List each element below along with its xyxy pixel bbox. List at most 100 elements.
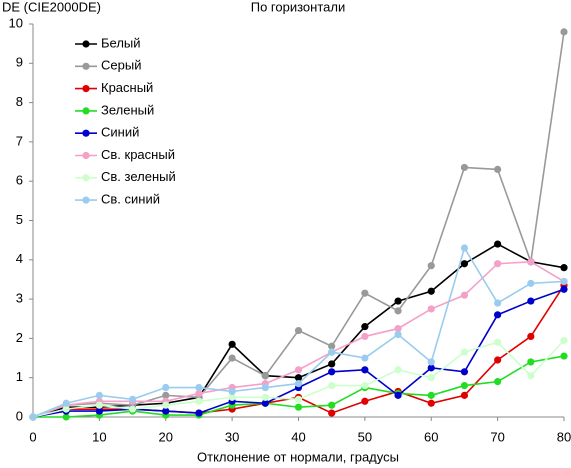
data-point [294, 379, 303, 388]
legend-marker [82, 129, 90, 137]
data-point [162, 401, 170, 409]
data-point [294, 366, 303, 374]
legend-marker [82, 62, 90, 70]
legend-label: Красный [101, 80, 153, 95]
data-point [427, 399, 435, 407]
data-point [527, 358, 535, 366]
data-point [427, 374, 435, 382]
data-point [328, 342, 336, 350]
y-tick-label: 7 [16, 133, 23, 148]
y-tick-label: 0 [16, 408, 23, 423]
data-point [162, 383, 170, 392]
series-line [32, 260, 565, 418]
chart-title: По горизонтали [251, 0, 345, 14]
data-point [427, 305, 435, 313]
data-point [560, 285, 568, 293]
data-point [361, 323, 369, 331]
data-point [560, 352, 568, 360]
y-tick-label: 3 [16, 291, 23, 306]
data-point [361, 397, 369, 405]
y-tick-label: 6 [16, 173, 23, 188]
data-point [494, 240, 502, 248]
data-point [328, 409, 336, 417]
data-point [394, 297, 402, 305]
legend-marker [82, 40, 90, 48]
data-point [527, 332, 535, 341]
legend-marker [82, 85, 90, 93]
data-point [228, 354, 236, 362]
data-point [494, 338, 502, 346]
x-tick-label: 30 [225, 429, 239, 444]
data-point [494, 378, 502, 386]
y-tick-label: 10 [9, 15, 23, 30]
legend-marker [82, 107, 90, 115]
data-point [29, 413, 37, 421]
x-tick-label: 70 [490, 429, 504, 444]
x-tick-label: 60 [424, 429, 438, 444]
data-point [261, 372, 269, 380]
data-point [527, 372, 535, 380]
data-point [394, 366, 402, 374]
data-point [427, 262, 435, 270]
data-point [394, 324, 402, 333]
data-point [527, 279, 535, 287]
y-tick-label: 8 [16, 94, 23, 109]
data-point [95, 391, 103, 399]
data-point [162, 391, 170, 399]
data-point [460, 291, 469, 299]
data-point [228, 393, 236, 401]
data-point [361, 366, 369, 374]
y-tick-label: 1 [16, 369, 23, 384]
data-point [460, 163, 469, 172]
data-point [460, 348, 469, 356]
data-point [460, 244, 469, 252]
y-tick-label: 5 [16, 212, 23, 227]
data-point [494, 260, 502, 268]
data-point [427, 287, 435, 295]
legend-label: Св. зеленый [101, 169, 176, 184]
data-point [62, 413, 70, 421]
data-point [527, 297, 535, 305]
data-point [427, 391, 435, 399]
data-point [128, 405, 137, 413]
data-point [62, 399, 70, 407]
legend-marker [82, 151, 90, 160]
data-point [261, 393, 269, 401]
data-point [328, 368, 336, 376]
y-tick-label: 9 [16, 55, 23, 70]
data-point [294, 374, 303, 382]
data-point [560, 336, 568, 344]
data-point [460, 368, 469, 376]
data-point [261, 383, 269, 392]
x-tick-label: 20 [159, 429, 173, 444]
data-point [228, 340, 236, 348]
data-point [95, 407, 103, 415]
data-point [294, 403, 303, 411]
data-point [560, 28, 568, 36]
data-point [328, 360, 336, 368]
data-point [394, 330, 402, 339]
x-tick-label: 50 [358, 429, 372, 444]
data-point [195, 409, 203, 417]
x-tick-label: 0 [29, 429, 36, 444]
legend-label: Зеленый [101, 102, 154, 117]
legend-marker [82, 196, 90, 204]
x-tick-label: 80 [557, 429, 571, 444]
data-point [361, 381, 369, 390]
data-point [394, 307, 402, 315]
data-point [460, 391, 469, 399]
data-point [494, 311, 502, 319]
data-point [328, 381, 336, 390]
data-point [328, 401, 336, 409]
data-point [128, 395, 137, 403]
y-axis-label: DE (CIE2000DE) [2, 0, 101, 14]
data-point [328, 348, 336, 356]
data-point [560, 264, 568, 272]
data-point [95, 401, 103, 409]
data-point [361, 289, 369, 297]
y-tick-label: 2 [16, 330, 23, 345]
data-point [361, 332, 369, 341]
y-tick-label: 4 [16, 251, 23, 266]
data-point [294, 395, 303, 403]
